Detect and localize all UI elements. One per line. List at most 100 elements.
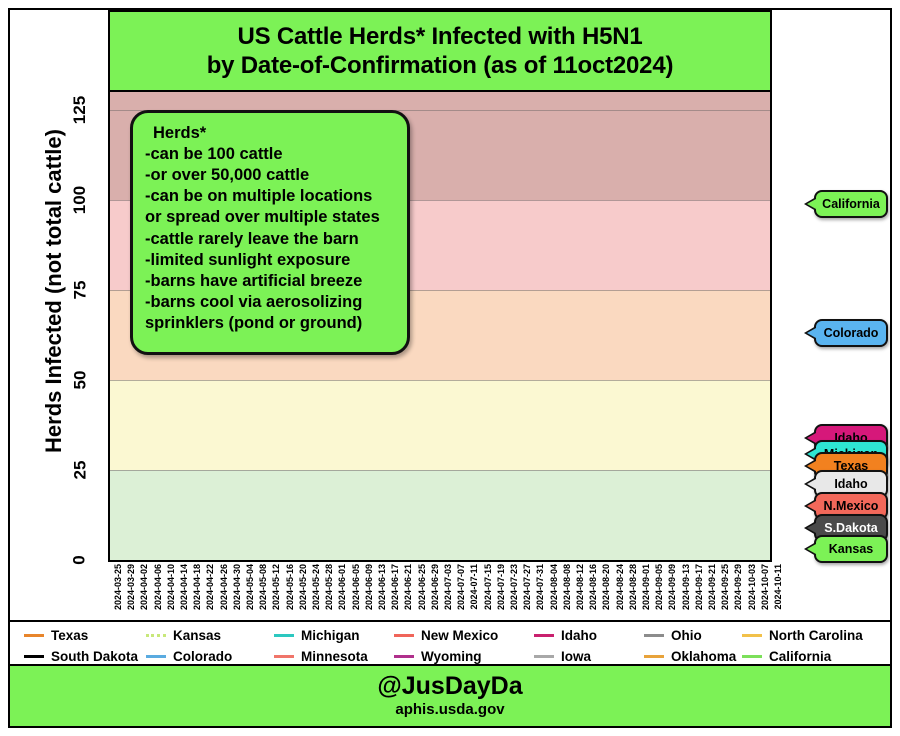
note-line: -can be 100 cattle [145,145,283,164]
note-line: sprinklers (pond or ground) [145,313,363,332]
x-tick-label: 2024-08-04 [548,564,559,611]
x-tick-label: 2024-07-31 [535,564,546,611]
x-tick-label: 2024-08-20 [601,564,612,611]
x-tick-label: 2024-04-02 [139,564,150,611]
callout-tail-icon [804,196,816,211]
x-tick-label: 2024-09-13 [680,564,691,611]
legend-item[interactable]: South Dakota [24,649,138,664]
legend-item[interactable]: Texas [24,628,88,643]
gridline [110,380,770,381]
x-tick-label: 2024-05-20 [297,564,308,611]
x-tick-label: 2024-09-29 [733,564,744,611]
legend-item[interactable]: Oklahoma [644,649,736,664]
note-line: -or over 50,000 cattle [145,166,310,185]
x-tick-label: 2024-09-25 [720,564,731,611]
state-callout[interactable]: California [804,189,888,218]
legend-item[interactable]: Idaho [534,628,597,643]
legend-item[interactable]: Iowa [534,649,591,664]
background-band [110,92,770,110]
legend-color-swatch [24,655,44,658]
y-tick-label: 50 [69,370,89,390]
note-line: Herds* [153,124,207,142]
legend-item[interactable]: Colorado [146,649,232,664]
legend-label: Michigan [301,628,360,643]
state-callouts: CaliforniaColoradoIdahoMichiganTexasIdah… [772,90,892,564]
x-tick-label: 2024-06-17 [390,564,401,611]
legend-label: New Mexico [421,628,499,643]
x-tick-label: 2024-08-24 [614,564,625,611]
x-tick-label: 2024-08-12 [575,564,585,611]
x-tick-label: 2024-10-11 [773,564,783,610]
callout-tail-icon [804,520,816,535]
note-line: or spread over multiple states [145,208,380,227]
callout-tail-icon [804,542,816,557]
callout-label: S.Dakota [824,520,878,535]
legend-color-swatch [24,634,44,637]
state-callout[interactable]: Colorado [804,319,888,348]
legend-color-swatch [534,634,554,637]
state-callout[interactable]: Kansas [804,535,888,564]
x-tick-label: 2024-05-12 [271,564,282,611]
gridline [110,110,770,111]
x-tick-label: 2024-03-29 [126,564,137,611]
legend-label: California [769,649,832,664]
callout-label: Kansas [828,542,874,557]
x-tick-label: 2024-05-04 [245,564,255,611]
x-tick-label: 2024-04-22 [205,564,216,611]
x-tick-label: 2024-03-25 [113,564,123,611]
legend-item[interactable]: North Carolina [742,628,863,643]
herds-note-callout: Herds* -can be 100 cattle -or over 50,000 … [130,110,410,355]
x-tick-label: 2024-05-16 [284,564,295,611]
x-tick-label: 2024-06-09 [363,564,374,611]
legend-item[interactable]: Minnesota [274,649,368,664]
x-tick-label: 2024-09-01 [641,564,651,611]
x-tick-label: 2024-07-07 [456,564,467,611]
note-line: -limited sunlight exposure [145,250,351,269]
x-tick-label: 2024-05-28 [324,564,335,611]
legend-color-swatch [146,655,166,658]
chart-title-banner: US Cattle Herds* Infected with H5N1 by D… [108,10,772,90]
y-tick-label: 125 [70,95,89,125]
x-tick-label: 2024-05-08 [258,564,269,611]
x-tick-label: 2024-07-19 [495,564,506,611]
gridline [110,200,770,201]
x-tick-label: 2024-04-14 [179,564,189,611]
x-tick-label: 2024-10-03 [746,564,757,611]
legend-item[interactable]: Ohio [644,628,702,643]
legend-item[interactable]: Kansas [146,628,221,643]
legend-item[interactable]: Wyoming [394,649,482,664]
x-tick-label: 2024-07-11 [469,564,480,610]
callout-label: Colorado [823,326,879,341]
legend-row-2: South Dakota Colorado Minnesota Wyoming Iowa… [24,646,890,667]
callout-label: N.Mexico [823,499,879,513]
legend-color-swatch [274,634,294,637]
legend-color-swatch [534,655,554,658]
x-tick-label: 2024-04-18 [192,564,203,611]
callout-tail-icon [804,446,816,461]
x-tick-label: 2024-09-09 [667,564,678,611]
callout-tail-icon [804,326,816,341]
author-handle: @JusDayDa [377,671,523,700]
x-tick-label: 2024-07-03 [443,564,453,611]
legend-item[interactable]: California [742,649,831,664]
callout-tail-icon [804,430,816,445]
x-tick-label: 2024-06-25 [416,564,427,611]
x-tick-label: 2024-06-01 [337,564,348,611]
x-tick-label: 2024-04-10 [165,564,176,611]
legend-label: Minnesota [301,649,368,664]
x-tick-label: 2024-06-13 [377,564,387,611]
legend-item[interactable]: New Mexico [394,628,498,643]
callout-label: Texas [833,459,869,474]
legend-label: South Dakota [51,649,139,664]
y-tick-label: 25 [69,460,89,480]
y-tick-label: 75 [69,280,89,300]
legend-item[interactable]: Michigan [274,628,360,643]
x-tick-label: 2024-09-21 [707,564,717,611]
background-band [110,380,770,470]
x-tick-label: 2024-09-17 [693,564,704,611]
data-source: aphis.usda.gov [395,701,505,718]
x-tick-label: 2024-07-15 [482,564,493,611]
legend-color-swatch [742,634,762,637]
legend-label: Kansas [173,628,222,643]
